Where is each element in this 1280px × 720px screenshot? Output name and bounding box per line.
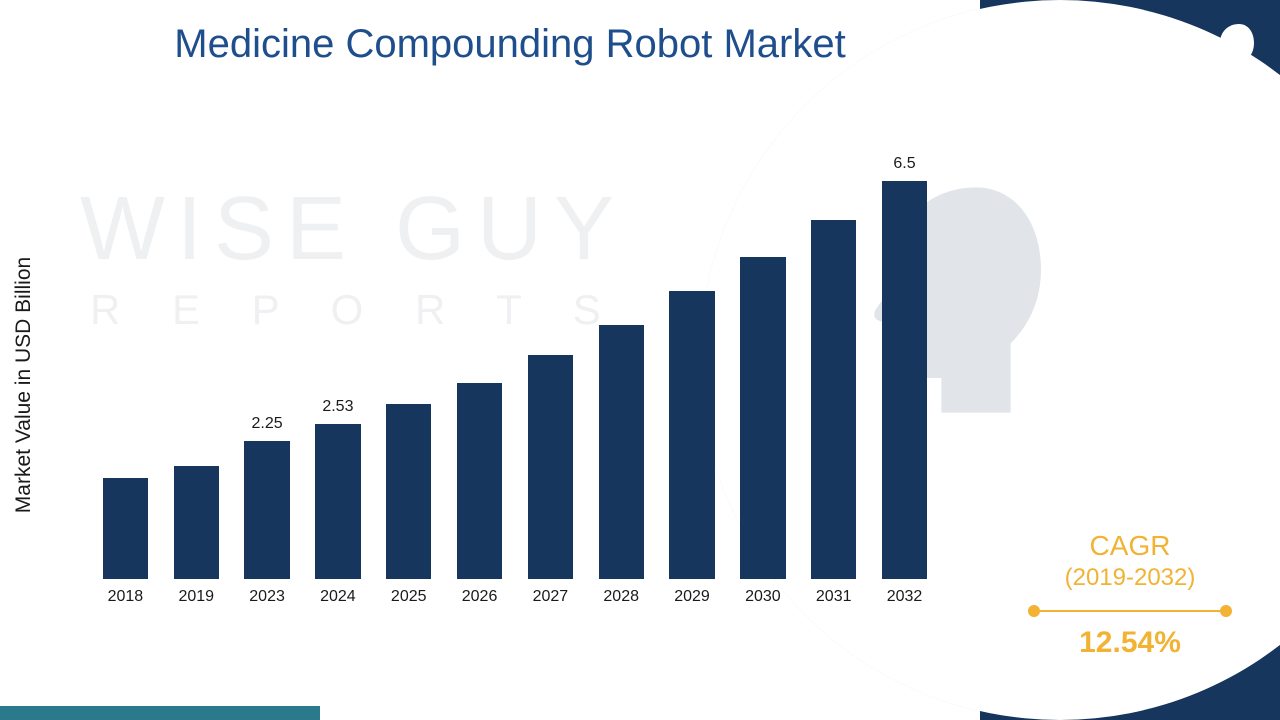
- bar: [244, 441, 289, 579]
- x-tick-label: 2024: [302, 580, 373, 620]
- accent-strip: [0, 706, 320, 720]
- bar-value-label: 2.53: [302, 398, 373, 416]
- logo-head-icon: [1208, 20, 1258, 80]
- bar-slot: [515, 150, 586, 579]
- bar: [528, 355, 573, 579]
- bar-slot: [657, 150, 728, 579]
- bar: [103, 478, 148, 579]
- bars-container: 2.252.53 6.5: [90, 150, 940, 579]
- bar-slot: [161, 150, 232, 579]
- bar-slot: 2.25: [232, 150, 303, 579]
- bar-slot: [373, 150, 444, 579]
- bar-slot: [444, 150, 515, 579]
- brand-logo: WISE GUY R E P O R T S: [1032, 20, 1258, 100]
- bar: [882, 181, 927, 579]
- x-tick-label: 2025: [373, 580, 444, 620]
- bar: [386, 404, 431, 579]
- cagr-block: CAGR (2019-2032) 12.54%: [1010, 530, 1250, 660]
- bar: [669, 291, 714, 579]
- cagr-label: CAGR: [1010, 530, 1250, 562]
- bar-slot: [727, 150, 798, 579]
- plot-area: 2.252.53 6.5: [90, 150, 940, 580]
- bar-slot: [586, 150, 657, 579]
- chart-title: Medicine Compounding Robot Market: [40, 22, 980, 67]
- x-tick-label: 2030: [727, 580, 798, 620]
- bar-value-label: 2.25: [232, 415, 303, 433]
- bar: [740, 257, 785, 579]
- bar-value-label: 6.5: [869, 155, 940, 173]
- logo-text-line2: R E P O R T S: [1034, 82, 1258, 100]
- x-tick-label: 2019: [161, 580, 232, 620]
- x-tick-label: 2018: [90, 580, 161, 620]
- cagr-value: 12.54%: [1010, 626, 1250, 660]
- bar: [457, 383, 502, 579]
- bar: [174, 466, 219, 579]
- x-axis-ticks: 2018201920232024202520262027202820292030…: [90, 580, 940, 620]
- x-tick-label: 2028: [586, 580, 657, 620]
- bar: [599, 325, 644, 579]
- y-axis-label: Market Value in USD Billion: [12, 257, 36, 513]
- x-tick-label: 2032: [869, 580, 940, 620]
- x-tick-label: 2029: [657, 580, 728, 620]
- x-tick-label: 2023: [232, 580, 303, 620]
- logo-text-line1: WISE GUY: [1032, 28, 1198, 61]
- x-tick-label: 2031: [798, 580, 869, 620]
- bar: [315, 424, 360, 579]
- bar: [811, 220, 856, 579]
- x-tick-label: 2026: [444, 580, 515, 620]
- bar-slot: [90, 150, 161, 579]
- bar-slot: 6.5: [869, 150, 940, 579]
- bar-slot: [798, 150, 869, 579]
- bar-slot: 2.53: [302, 150, 373, 579]
- bar-chart: Market Value in USD Billion 2.252.536.5 …: [60, 150, 940, 620]
- cagr-divider-icon: [1030, 610, 1230, 612]
- x-tick-label: 2027: [515, 580, 586, 620]
- cagr-range: (2019-2032): [1010, 564, 1250, 592]
